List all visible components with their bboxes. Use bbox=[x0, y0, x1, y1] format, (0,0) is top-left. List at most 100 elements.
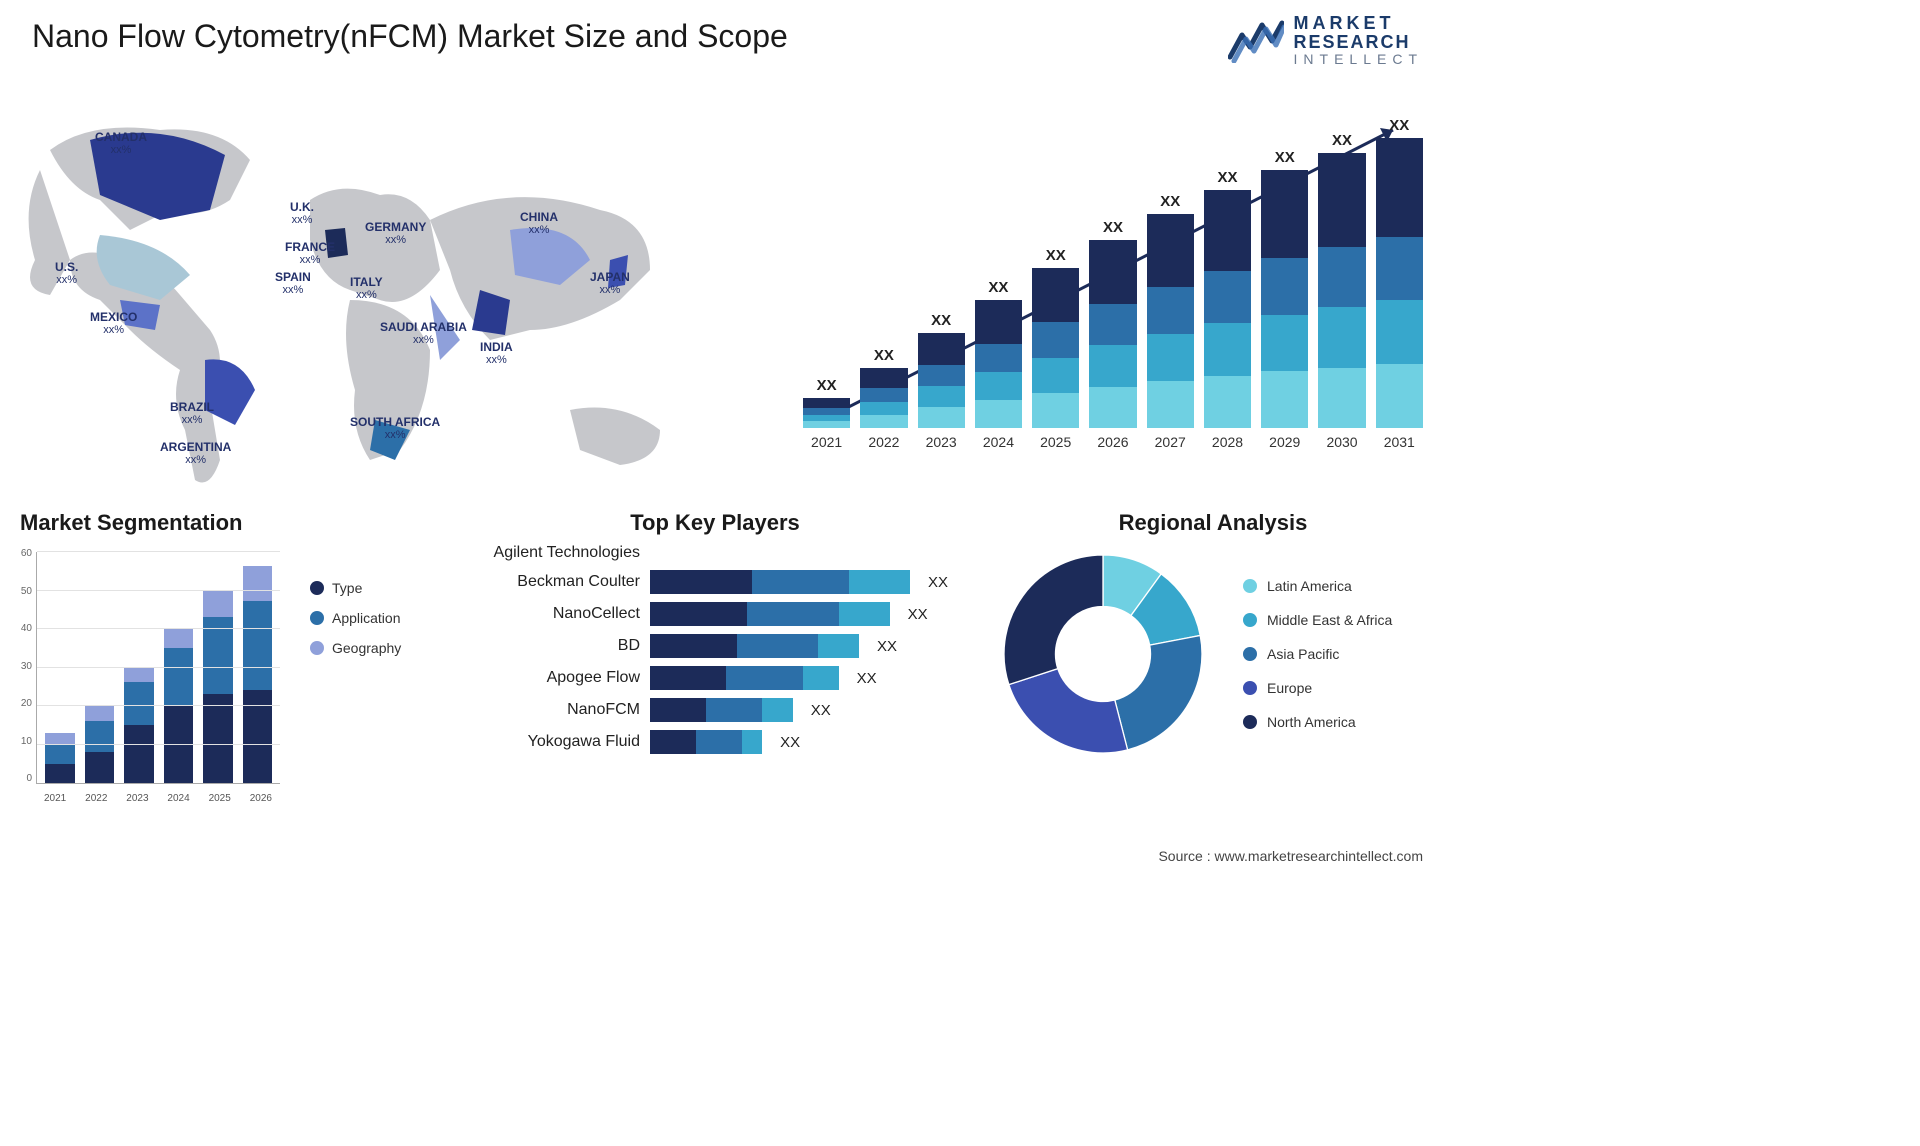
growth-bar-column: XX2022 bbox=[860, 347, 907, 450]
seg-gridline bbox=[37, 744, 280, 745]
growth-bar-segment bbox=[1376, 237, 1423, 301]
regional-legend-item: Latin America bbox=[1243, 578, 1392, 594]
seg-y-tick: 60 bbox=[21, 548, 32, 559]
map-label: U.S.xx% bbox=[55, 260, 78, 288]
growth-bar-value: XX bbox=[817, 377, 837, 394]
player-name: BD bbox=[470, 637, 640, 655]
player-bar-segment bbox=[706, 698, 762, 722]
player-row: Apogee FlowXX bbox=[470, 666, 960, 690]
regional-legend-item: North America bbox=[1243, 714, 1392, 730]
player-row: Agilent Technologies bbox=[470, 544, 960, 562]
seg-gridline bbox=[37, 590, 280, 591]
player-bar bbox=[650, 730, 762, 754]
growth-bar-value: XX bbox=[988, 279, 1008, 296]
player-bar-segment bbox=[818, 634, 859, 658]
logo-text-market: MARKET bbox=[1294, 14, 1423, 33]
player-name: NanoFCM bbox=[470, 701, 640, 719]
regional-legend-item: Asia Pacific bbox=[1243, 646, 1392, 662]
seg-legend-item: Type bbox=[310, 580, 401, 596]
legend-label: Geography bbox=[332, 640, 401, 656]
growth-bar-column: XX 2024 bbox=[975, 279, 1022, 450]
donut-slice bbox=[1115, 635, 1202, 749]
player-bar-segment bbox=[803, 666, 839, 690]
growth-bar bbox=[1376, 138, 1423, 428]
map-label: SPAINxx% bbox=[275, 270, 311, 298]
seg-bar bbox=[203, 590, 233, 783]
growth-bar-column: XX2026 bbox=[1089, 219, 1136, 450]
player-value: XX bbox=[857, 670, 877, 687]
legend-swatch bbox=[310, 581, 324, 595]
growth-bar-column: XX2021 bbox=[803, 377, 850, 450]
growth-bar-year: 2025 bbox=[1040, 434, 1071, 450]
world-map: CANADAxx%U.S.xx%MEXICOxx%BRAZILxx%ARGENT… bbox=[10, 100, 730, 500]
growth-bar bbox=[1204, 190, 1251, 428]
seg-x-tick: 2024 bbox=[167, 793, 189, 804]
growth-bar-year: 2024 bbox=[983, 434, 1014, 450]
growth-bar-segment bbox=[975, 372, 1022, 400]
growth-bar-segment bbox=[975, 400, 1022, 428]
growth-bar-year: 2027 bbox=[1155, 434, 1186, 450]
brand-logo: MARKET RESEARCH INTELLECT bbox=[1228, 14, 1423, 66]
growth-bar-segment bbox=[1261, 258, 1308, 315]
segmentation-legend: Type Application Geography bbox=[310, 580, 401, 656]
legend-swatch bbox=[1243, 681, 1257, 695]
segmentation-title: Market Segmentation bbox=[20, 510, 440, 536]
seg-x-tick: 2026 bbox=[250, 793, 272, 804]
seg-bar-segment bbox=[164, 628, 194, 647]
legend-label: Application bbox=[332, 610, 401, 626]
growth-bar-segment bbox=[918, 386, 965, 407]
legend-label: North America bbox=[1267, 714, 1356, 730]
growth-bar-segment bbox=[1261, 371, 1308, 428]
seg-bar bbox=[243, 566, 273, 783]
map-label: U.K.xx% bbox=[290, 200, 314, 228]
growth-bar-segment bbox=[918, 333, 965, 365]
seg-legend-item: Application bbox=[310, 610, 401, 626]
key-players-section: Top Key Players Agilent TechnologiesBeck… bbox=[470, 510, 960, 830]
legend-swatch bbox=[1243, 647, 1257, 661]
segmentation-chart: 6050403020100 202120222023202420252026 bbox=[20, 544, 280, 804]
player-row: BDXX bbox=[470, 634, 960, 658]
map-label: GERMANYxx% bbox=[365, 220, 426, 248]
growth-bar-column: XX2025 bbox=[1032, 247, 1079, 450]
seg-bar-segment bbox=[45, 764, 75, 783]
seg-bar-column bbox=[243, 566, 273, 783]
player-bar bbox=[650, 666, 839, 690]
regional-legend: Latin AmericaMiddle East & AfricaAsia Pa… bbox=[1243, 578, 1392, 730]
player-bar bbox=[650, 602, 890, 626]
player-bar-segment bbox=[650, 570, 752, 594]
player-bar-segment bbox=[839, 602, 890, 626]
growth-bar-segment bbox=[1089, 304, 1136, 345]
growth-bar-segment bbox=[803, 398, 850, 408]
seg-bar bbox=[45, 733, 75, 783]
map-label: CHINAxx% bbox=[520, 210, 558, 238]
player-bar-segment bbox=[742, 730, 762, 754]
regional-legend-item: Europe bbox=[1243, 680, 1392, 696]
seg-bar-segment bbox=[243, 601, 273, 690]
map-label: JAPANxx% bbox=[590, 270, 630, 298]
seg-x-tick: 2023 bbox=[126, 793, 148, 804]
growth-bar-segment bbox=[1204, 376, 1251, 428]
growth-bar bbox=[1032, 268, 1079, 428]
growth-bar-segment bbox=[803, 408, 850, 415]
growth-bar bbox=[1147, 214, 1194, 428]
growth-bar-column: XX2030 bbox=[1318, 132, 1365, 450]
player-row: Yokogawa FluidXX bbox=[470, 730, 960, 754]
growth-bar-segment bbox=[1147, 214, 1194, 287]
map-label: BRAZILxx% bbox=[170, 400, 214, 428]
growth-bar bbox=[860, 368, 907, 428]
player-bar-segment bbox=[650, 602, 747, 626]
legend-swatch bbox=[310, 611, 324, 625]
seg-y-tick: 10 bbox=[21, 736, 32, 747]
player-bar-segment bbox=[752, 570, 849, 594]
player-bar-segment bbox=[696, 730, 742, 754]
growth-bar-segment bbox=[1089, 240, 1136, 304]
growth-bar-year: 2030 bbox=[1326, 434, 1357, 450]
map-label: ARGENTINAxx% bbox=[160, 440, 231, 468]
growth-bar-segment bbox=[918, 365, 965, 386]
growth-bar-segment bbox=[860, 388, 907, 401]
growth-bar-segment bbox=[860, 368, 907, 388]
growth-bar-segment bbox=[1376, 300, 1423, 364]
player-bar-segment bbox=[747, 602, 839, 626]
growth-bar-value: XX bbox=[1103, 219, 1123, 236]
donut-slice bbox=[1009, 669, 1128, 753]
